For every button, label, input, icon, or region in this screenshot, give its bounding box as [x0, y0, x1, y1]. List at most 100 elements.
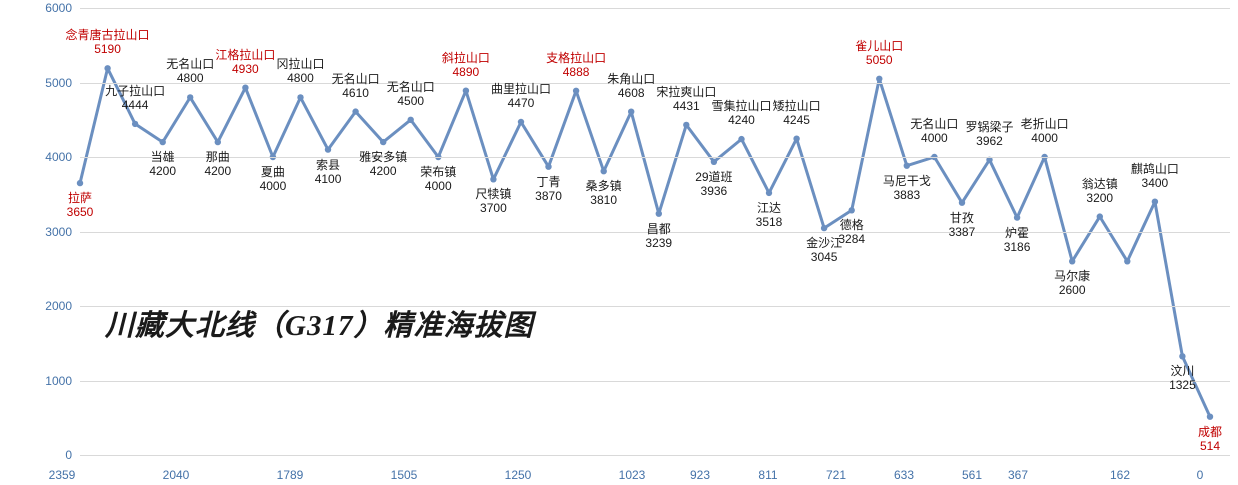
data-point-value: 4000: [259, 179, 287, 193]
data-point-value: 3045: [810, 250, 838, 265]
data-point-name: 雪集拉山口: [711, 99, 772, 114]
data-point: [903, 162, 910, 169]
chart-title: 川藏大北线（G317）精准海拔图: [105, 310, 534, 342]
x-axis-tick-label: 2040: [162, 468, 190, 482]
y-axis-tick-label: 2000: [45, 299, 72, 313]
data-point-name: 矮拉山口: [772, 98, 821, 113]
data-point-label: 江格拉山口 4930: [215, 48, 275, 76]
x-axis-tick-label: 1505: [390, 468, 418, 482]
data-point: [545, 163, 552, 170]
data-point-label: 宋拉爽山口 4431: [656, 85, 716, 113]
data-point-name: 29道班: [695, 169, 733, 184]
data-point: [958, 199, 966, 206]
data-point-name: 麒鸪山口: [1130, 161, 1179, 176]
data-point-label: 无名山口 4500: [387, 80, 435, 108]
data-point-label: 汶川 1325: [1169, 364, 1196, 392]
data-point-name: 江达: [757, 200, 782, 215]
data-point-name: 斜拉山口: [441, 50, 490, 65]
data-point-label: 无名山口 4800: [166, 57, 214, 85]
data-point-value: 3650: [66, 205, 94, 220]
data-point-name: 金沙江: [806, 236, 843, 251]
data-point-value: 4930: [232, 61, 259, 76]
data-point-value: 2600: [1058, 283, 1086, 298]
data-point: [655, 210, 662, 217]
data-point-name: 无名山口: [331, 71, 380, 86]
x-axis-tick-label: 561: [961, 468, 983, 482]
data-point-label: 雅安多镇 4200: [359, 150, 407, 178]
data-point: [1013, 214, 1021, 221]
data-point-label: 矮拉山口 4245: [773, 99, 821, 127]
data-point-label: 雀儿山口 5050: [855, 39, 903, 67]
data-point-name: 曲里拉山口: [490, 81, 551, 96]
x-axis-tick-label: 633: [893, 468, 915, 482]
data-point-label: 无名山口 4610: [332, 72, 380, 100]
data-point-label: 尺犊镇 3700: [475, 187, 511, 215]
data-point-value: 3870: [535, 188, 562, 203]
data-point-value: 5190: [94, 42, 121, 57]
data-point-label: 冈拉山口 4800: [276, 57, 324, 85]
data-point-value: 4890: [452, 64, 480, 79]
x-axis-tick-label: 2359: [48, 468, 76, 482]
y-axis-tick-label: 6000: [45, 1, 72, 15]
gridline: [80, 380, 1230, 382]
data-point-label: 丁青 3870: [535, 175, 562, 203]
data-point-label: 翁达镇 3200: [1082, 177, 1118, 205]
y-axis-tick-label: 1000: [45, 373, 72, 388]
data-point-value: 4610: [342, 85, 369, 100]
data-point-name: 德格: [839, 218, 864, 233]
data-point-name: 荣布镇: [420, 165, 457, 179]
data-point-value: 4245: [783, 112, 810, 127]
data-point-label: 29道班 3936: [695, 170, 732, 198]
data-point-label: 麒鸪山口 3400: [1131, 162, 1179, 190]
data-point-label: 荣布镇 4000: [420, 165, 456, 193]
data-point-value: 3962: [976, 133, 1003, 148]
data-point: [131, 120, 139, 128]
data-point-label: 雪集拉山口 4240: [711, 99, 771, 127]
data-point-value: 3387: [948, 224, 976, 239]
data-point: [876, 75, 883, 83]
data-point-label: 甘孜 3387: [949, 211, 976, 239]
data-point: [407, 116, 414, 124]
data-point-value: 3936: [700, 183, 728, 198]
data-point-label: 马尼干戈 3883: [883, 174, 931, 202]
data-point: [793, 135, 800, 142]
x-axis-tick-label: 0: [1196, 468, 1204, 482]
data-point-label: 桑多镇 3810: [586, 179, 622, 207]
data-point: [1096, 213, 1104, 220]
data-point: [462, 87, 470, 94]
data-point: [738, 135, 745, 143]
gridline: [80, 8, 1230, 9]
data-point-label: 九子拉山口 4444: [105, 84, 165, 112]
data-point: [297, 94, 304, 101]
data-point-value: 3700: [480, 201, 507, 216]
data-point-name: 罗锅梁子: [965, 119, 1014, 134]
data-point-value: 5050: [865, 52, 893, 67]
data-point: [159, 138, 166, 146]
data-point-value: 1325: [1169, 378, 1196, 393]
data-point: [214, 138, 221, 146]
x-axis-tick-label: 367: [1007, 468, 1029, 482]
x-axis-tick-label: 1789: [276, 468, 304, 482]
gridline: [80, 157, 1230, 158]
data-point-label: 马尔康 2600: [1054, 269, 1090, 297]
data-point-value: 4431: [672, 98, 700, 113]
data-point: [1179, 353, 1186, 360]
data-point-name: 念青唐古拉山口: [65, 28, 150, 43]
data-point: [324, 146, 332, 153]
data-point-name: 九子拉山口: [105, 83, 166, 98]
data-point-name: 拉萨: [67, 191, 93, 206]
data-point-value: 3200: [1086, 190, 1114, 205]
data-point-label: 曲里拉山口 4470: [491, 82, 551, 110]
data-point-label: 成都 514: [1198, 425, 1222, 453]
data-point-name: 马尼干戈: [882, 173, 931, 188]
y-axis-tick-label: 4000: [45, 150, 72, 164]
data-point-label: 当雄 4200: [149, 150, 176, 178]
x-axis-tick-label: 162: [1109, 468, 1131, 482]
data-point-label: 老折山口 4000: [1021, 117, 1069, 145]
data-point-value: 4200: [369, 164, 397, 179]
x-axis-tick-label: 1023: [618, 468, 646, 482]
data-point: [76, 179, 84, 187]
data-point-label: 江达 3518: [756, 201, 783, 229]
data-point-value: 4800: [176, 71, 204, 86]
